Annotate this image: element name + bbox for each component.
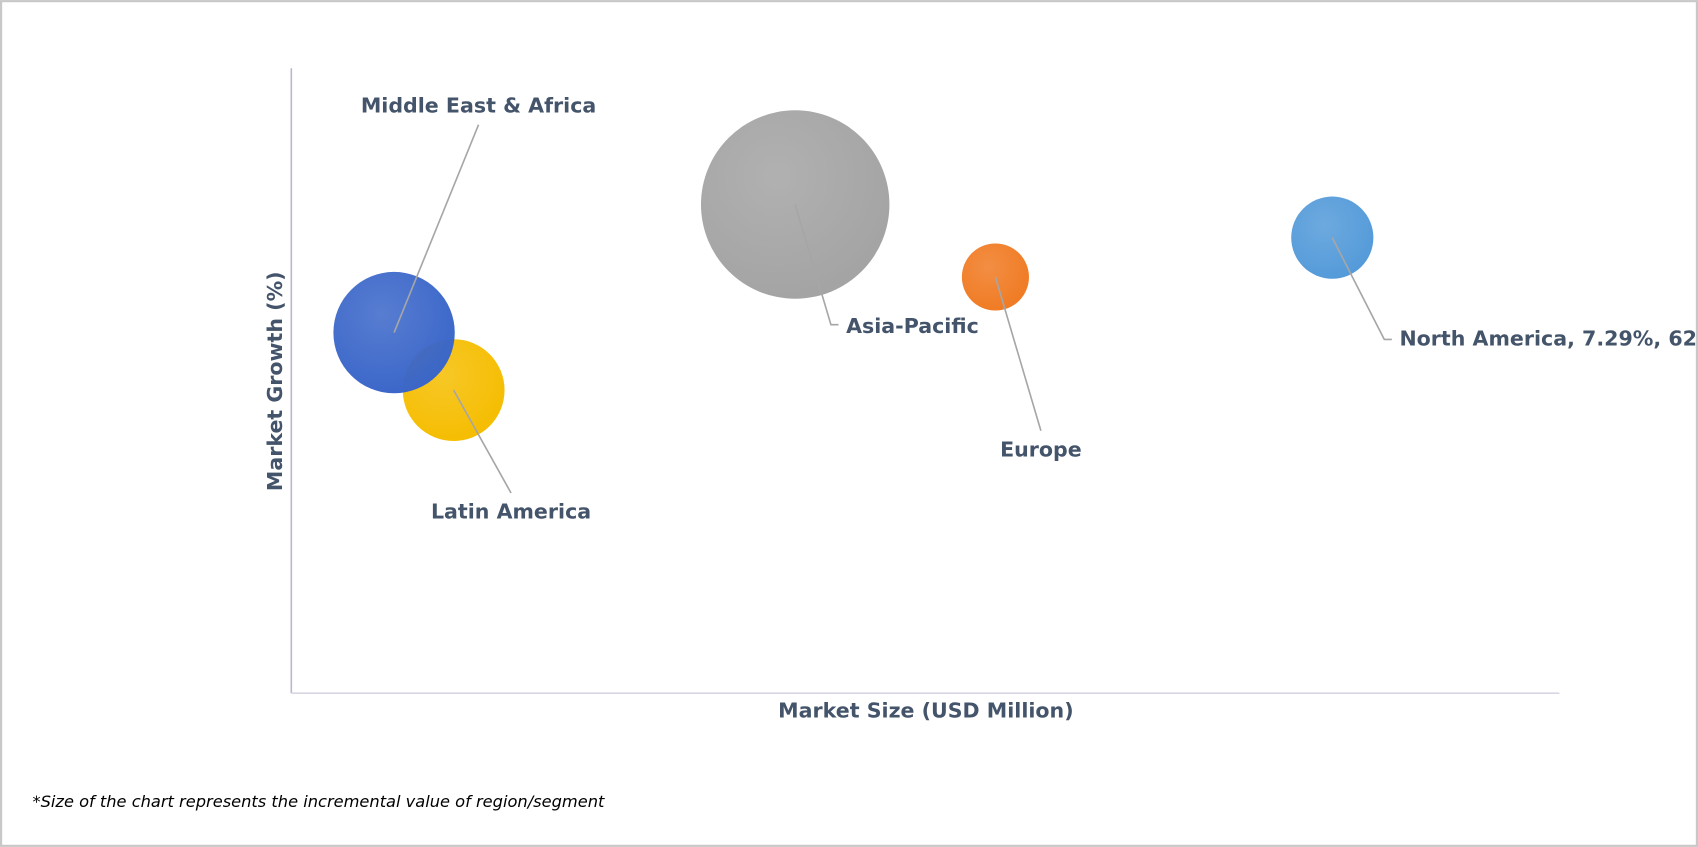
footnote: *Size of the chart represents the increm… (32, 792, 605, 811)
leader-line (393, 124, 480, 333)
data-label: Europe (1000, 437, 1082, 461)
leader-line (794, 204, 839, 326)
data-label: Asia-Pacific (846, 314, 979, 338)
bubble (1291, 196, 1374, 279)
leader-line (994, 276, 1042, 432)
x-axis-title: Market Size (USD Million) (778, 699, 1073, 723)
data-label: Latin America (431, 499, 591, 523)
y-axis-title: Market Growth (%) (263, 271, 287, 491)
data-label: Middle East & Africa (361, 93, 596, 117)
leader-line (452, 389, 512, 494)
leader-line (1331, 237, 1392, 341)
data-label: North America, 7.29%, 62.39 (1399, 326, 1698, 350)
